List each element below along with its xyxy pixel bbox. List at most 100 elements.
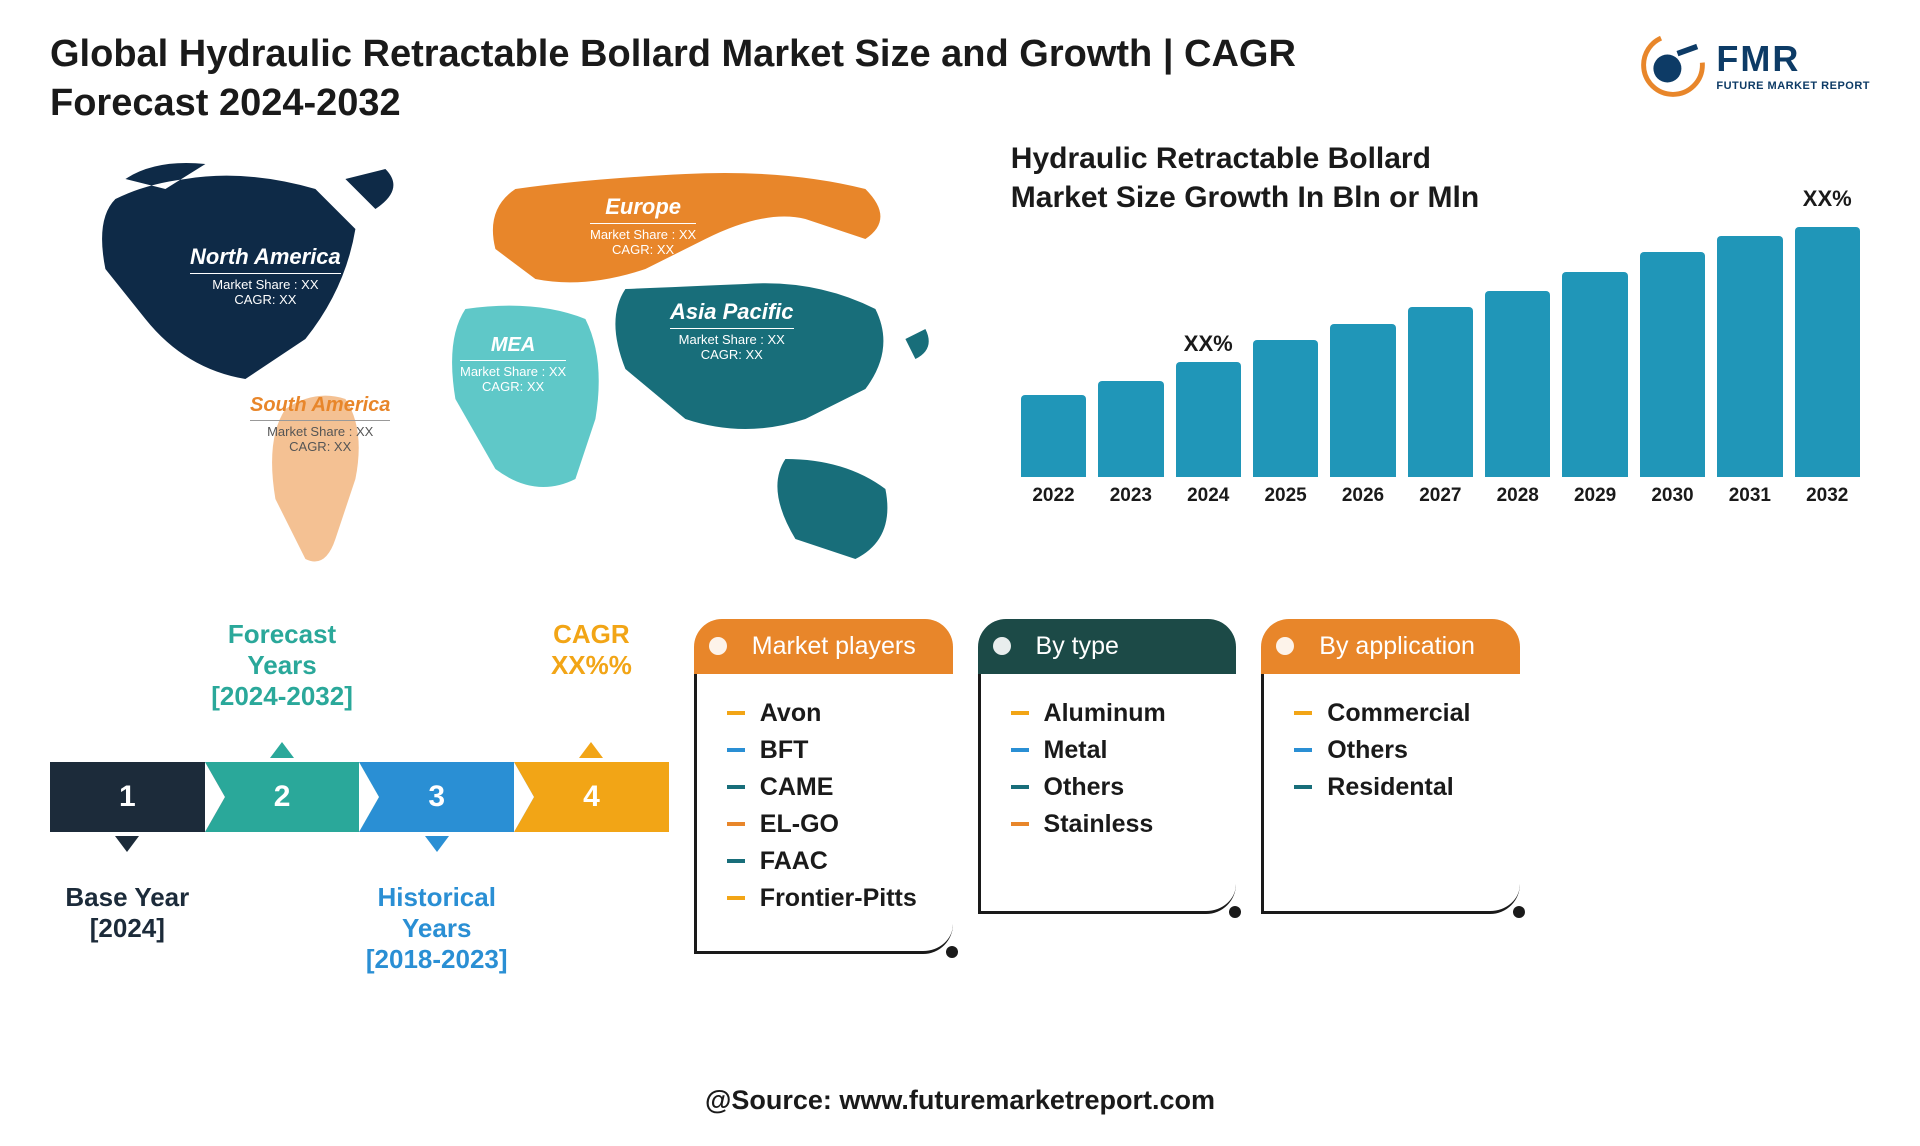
category-item: Residental xyxy=(1294,773,1500,802)
category-item-label: Others xyxy=(1044,773,1125,802)
category-title: By application xyxy=(1319,632,1475,661)
chart-bar xyxy=(1098,381,1163,477)
timeline-label-top: Forecast Years[2024-2032] xyxy=(205,619,360,712)
tick-icon xyxy=(727,859,745,863)
bar-x-label: 2032 xyxy=(1806,485,1848,507)
category-item: Commercial xyxy=(1294,699,1500,728)
bar-x-label: 2023 xyxy=(1110,485,1152,507)
category-item-label: CAME xyxy=(760,773,834,802)
chart-bar xyxy=(1330,324,1395,477)
timeline-arrow-icon xyxy=(270,742,294,758)
source-text: @Source: www.futuremarketreport.com xyxy=(705,1085,1215,1116)
tick-icon xyxy=(727,896,745,900)
chart-bar xyxy=(1021,395,1086,477)
category-item-label: Stainless xyxy=(1044,810,1154,839)
tick-icon xyxy=(1294,785,1312,789)
bar-annotation: XX% xyxy=(1803,186,1852,212)
timeline-segment: 1 xyxy=(50,762,205,832)
tick-icon xyxy=(1011,785,1029,789)
timeline-arrow-icon xyxy=(115,836,139,852)
category-item-label: BFT xyxy=(760,736,809,765)
tick-icon xyxy=(727,822,745,826)
category-item: Metal xyxy=(1011,736,1217,765)
timeline-arrow-icon xyxy=(579,742,603,758)
bar-x-label: 2030 xyxy=(1651,485,1693,507)
region-mea-label: MEA xyxy=(460,334,566,357)
bar-chart: 20222023XX%20242025202620272028202920302… xyxy=(1011,227,1870,507)
category-item-label: FAAC xyxy=(760,847,828,876)
tick-icon xyxy=(1011,822,1029,826)
category-item-label: Aluminum xyxy=(1044,699,1166,728)
chart-title: Hydraulic Retractable Bollard Market Siz… xyxy=(1011,139,1511,217)
category-item: Avon xyxy=(727,699,933,728)
region-sa-cagr: CAGR: XX xyxy=(250,439,390,454)
chart-bar xyxy=(1176,362,1241,477)
timeline-label-bottom: Base Year[2024] xyxy=(50,882,205,944)
logo-text-main: FMR xyxy=(1716,38,1870,80)
region-na-label: North America xyxy=(190,244,341,270)
region-sa-label: South America xyxy=(250,394,390,417)
category-item: Stainless xyxy=(1011,810,1217,839)
region-ap-share: Market Share : XX xyxy=(670,328,794,347)
bar-annotation: XX% xyxy=(1184,331,1233,357)
tick-icon xyxy=(1011,748,1029,752)
chart-bar xyxy=(1253,340,1318,477)
category-item: Others xyxy=(1294,736,1500,765)
region-eu-cagr: CAGR: XX xyxy=(590,242,696,257)
bar-chart-section: Hydraulic Retractable Bollard Market Siz… xyxy=(1011,139,1870,579)
region-eu-share: Market Share : XX xyxy=(590,223,696,242)
category-item: EL-GO xyxy=(727,810,933,839)
category-body: Aluminum Metal Others Stainless xyxy=(978,674,1237,914)
category-box: By type Aluminum Metal Others Stainless xyxy=(978,619,1237,954)
tick-icon xyxy=(727,711,745,715)
region-ap-label: Asia Pacific xyxy=(670,299,794,325)
bullet-icon xyxy=(709,637,727,655)
logo-icon xyxy=(1638,30,1708,100)
region-mea-cagr: CAGR: XX xyxy=(460,379,566,394)
chart-bar xyxy=(1717,236,1782,477)
timeline-arrow-icon xyxy=(425,836,449,852)
timeline-label-top: CAGR XX%% xyxy=(514,619,669,681)
category-item: Frontier-Pitts xyxy=(727,884,933,913)
chart-bar xyxy=(1408,307,1473,477)
bullet-icon xyxy=(1276,637,1294,655)
bar-x-label: 2024 xyxy=(1187,485,1229,507)
category-title: Market players xyxy=(752,632,916,661)
tick-icon xyxy=(727,748,745,752)
bar-x-label: 2028 xyxy=(1497,485,1539,507)
category-header: By type xyxy=(978,619,1237,674)
category-item: CAME xyxy=(727,773,933,802)
bar-x-label: 2025 xyxy=(1264,485,1306,507)
page-title: Global Hydraulic Retractable Bollard Mar… xyxy=(50,30,1350,129)
category-item-label: Others xyxy=(1327,736,1408,765)
region-ap-cagr: CAGR: XX xyxy=(670,347,794,362)
category-header: Market players xyxy=(694,619,953,674)
category-item: FAAC xyxy=(727,847,933,876)
bar-x-label: 2026 xyxy=(1342,485,1384,507)
category-item-label: Residental xyxy=(1327,773,1453,802)
timeline-bar: 1234 xyxy=(50,762,669,832)
timeline-label-bottom: Historical Years[2018-2023] xyxy=(359,882,514,975)
chart-bar xyxy=(1640,252,1705,476)
category-body: Commercial Others Residental xyxy=(1261,674,1520,914)
chart-bar xyxy=(1795,227,1860,477)
tick-icon xyxy=(1011,711,1029,715)
category-item: BFT xyxy=(727,736,933,765)
category-item-label: Metal xyxy=(1044,736,1108,765)
bar-x-label: 2027 xyxy=(1419,485,1461,507)
chart-bar xyxy=(1562,272,1627,477)
bullet-icon xyxy=(993,637,1011,655)
bar-x-label: 2029 xyxy=(1574,485,1616,507)
region-eu-label: Europe xyxy=(590,194,696,220)
timeline-section: Forecast Years[2024-2032]CAGR XX%% 1234 … xyxy=(50,619,669,939)
logo-text-sub: FUTURE MARKET REPORT xyxy=(1716,80,1870,92)
category-item-label: Frontier-Pitts xyxy=(760,884,917,913)
category-header: By application xyxy=(1261,619,1520,674)
tick-icon xyxy=(727,785,745,789)
bar-x-label: 2031 xyxy=(1729,485,1771,507)
category-item-label: EL-GO xyxy=(760,810,839,839)
category-item-label: Avon xyxy=(760,699,822,728)
region-sa-share: Market Share : XX xyxy=(250,420,390,439)
category-box: By application Commercial Others Residental xyxy=(1261,619,1520,954)
category-item: Aluminum xyxy=(1011,699,1217,728)
